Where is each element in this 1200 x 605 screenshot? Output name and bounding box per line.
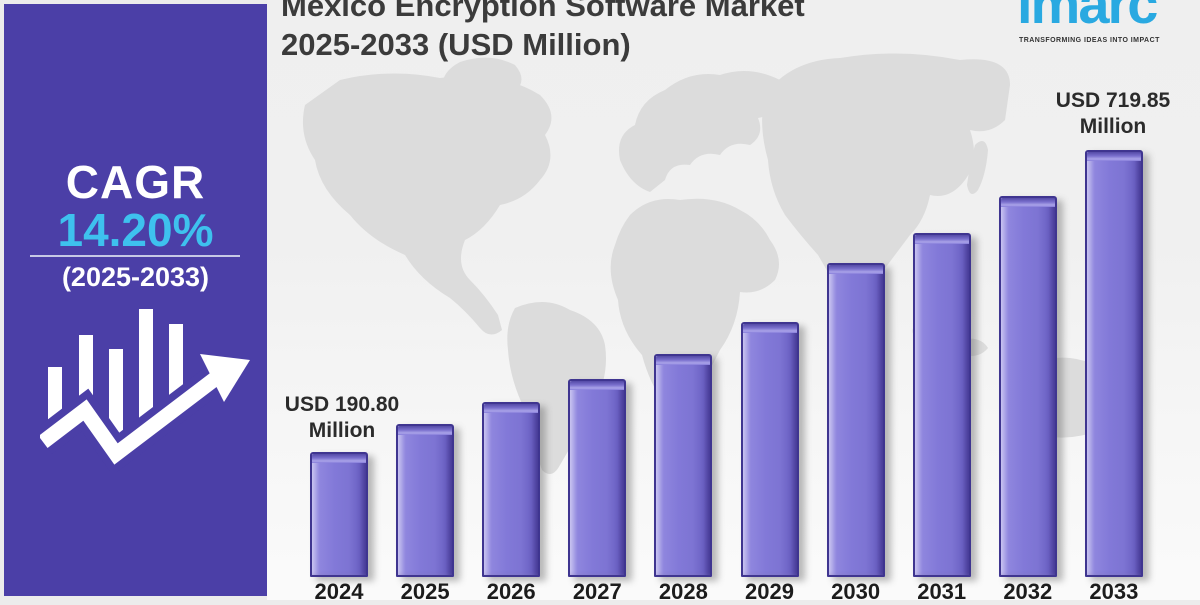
imarc-logo-tagline: TRANSFORMING IDEAS INTO IMPACT — [1019, 37, 1160, 44]
imarc-logo-wordmark: imarc — [1017, 0, 1158, 35]
cagr-period: (2025-2033) — [61, 262, 210, 292]
x-label-2024: 2024 — [314, 579, 364, 604]
x-label-2025: 2025 — [400, 579, 450, 604]
x-label-2033: 2033 — [1089, 579, 1139, 604]
bar-2025 — [396, 423, 455, 577]
chart-title: Mexico Encryption Software Market 2025-2… — [281, 0, 805, 64]
bar-2026 — [482, 402, 541, 577]
data-label-2024: USD 190.80 Million — [262, 392, 422, 444]
x-label-2030: 2030 — [831, 579, 881, 604]
bar-2027 — [568, 378, 627, 577]
data-label-2024-value: USD 190.80 — [284, 393, 400, 416]
bar-2028 — [654, 354, 713, 577]
title-line-1: Mexico Encryption Software Market — [281, 0, 805, 23]
bar-2032 — [998, 196, 1057, 577]
x-label-2029: 2029 — [745, 579, 794, 604]
data-label-2033-unit: Million — [1079, 115, 1147, 138]
data-label-2024-unit: Million — [308, 419, 376, 442]
x-label-2032: 2032 — [1003, 579, 1053, 604]
data-label-2033: USD 719.85 Million — [1033, 88, 1193, 140]
x-label-2026: 2026 — [486, 579, 536, 604]
bar-chart-growth-arrow-icon — [40, 309, 250, 472]
bar-2024 — [310, 452, 368, 577]
bar-2029 — [740, 321, 799, 577]
x-label-2031: 2031 — [917, 579, 967, 604]
cagr-value: 14.20% — [57, 204, 214, 256]
bar-2033 — [1084, 150, 1143, 577]
bar-2030 — [826, 262, 885, 577]
bar-2031 — [912, 233, 971, 577]
cagr-panel: CAGR 14.20% (2025-2033) — [4, 4, 267, 596]
cagr-label: CAGR — [65, 156, 206, 208]
title-line-2: 2025-2033 (USD Million) — [281, 27, 631, 62]
data-label-2033-value: USD 719.85 — [1055, 89, 1171, 112]
x-label-2027: 2027 — [572, 579, 622, 604]
cagr-divider — [30, 255, 240, 257]
x-label-2028: 2028 — [658, 579, 708, 604]
